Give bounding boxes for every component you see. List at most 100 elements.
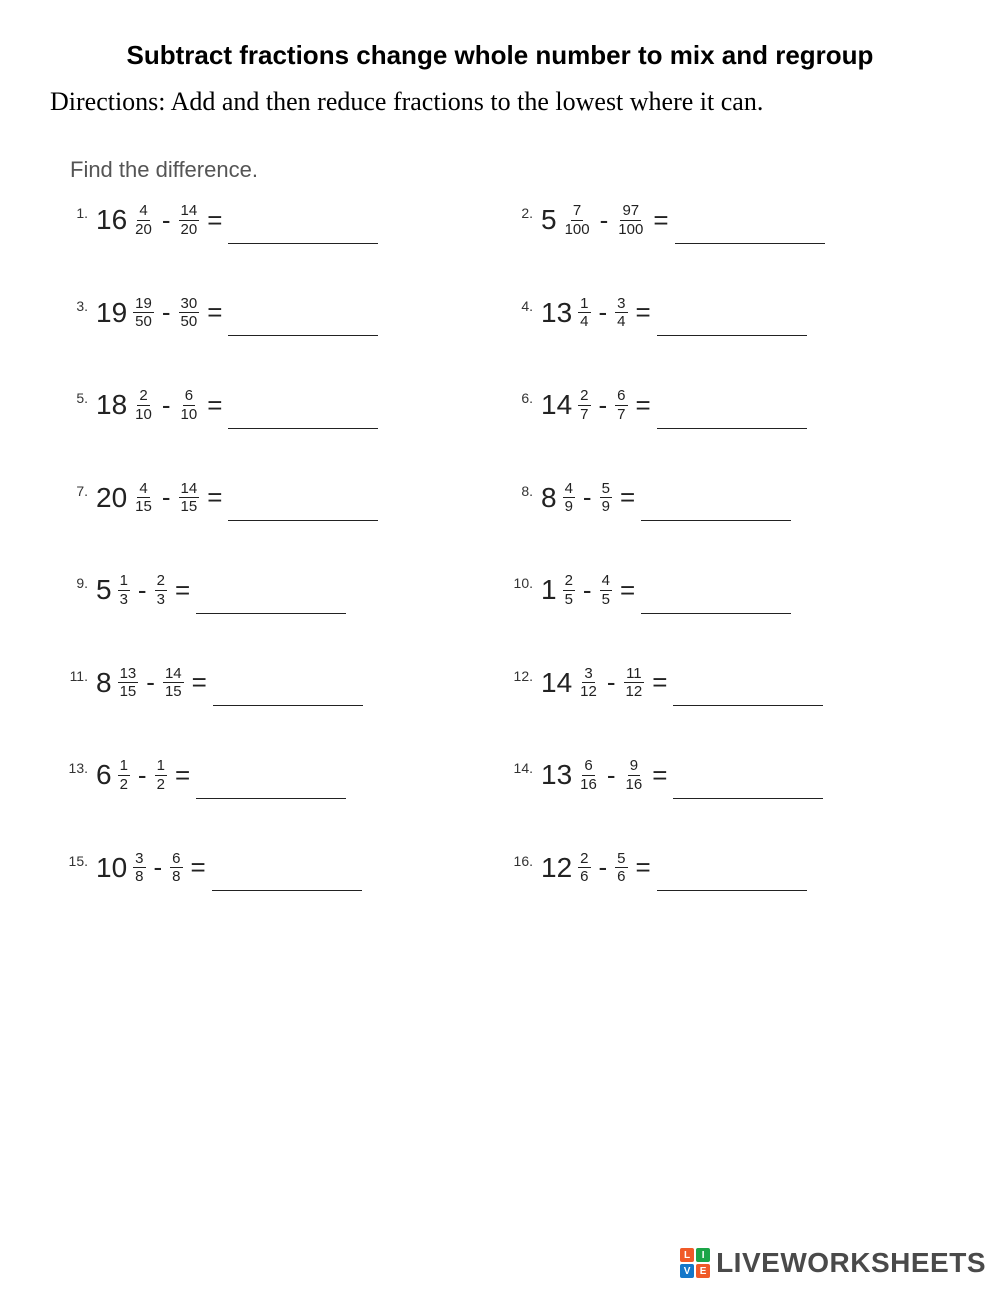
fraction: 210 [133, 388, 154, 423]
equals-sign: = [636, 852, 651, 883]
answer-blank[interactable] [657, 862, 807, 891]
fraction-numerator: 1 [118, 573, 130, 591]
answer-blank[interactable] [675, 215, 825, 244]
fraction: 7100 [563, 203, 592, 238]
whole-number: 8 [541, 482, 557, 514]
fraction: 14 [578, 296, 590, 331]
fraction-denominator: 12 [624, 683, 645, 700]
problem-expression: 125-45= [541, 573, 791, 608]
problem-expression: 16420-1420= [96, 203, 378, 238]
problem-expression: 1314-34= [541, 296, 807, 331]
answer-blank[interactable] [228, 492, 378, 521]
fraction: 12 [118, 758, 130, 793]
problem-row: 3.191950-3050= [60, 296, 495, 331]
watermark-logo-cell: V [680, 1264, 694, 1278]
problem-row: 5.18210-610= [60, 388, 495, 423]
fraction-numerator: 7 [571, 203, 583, 221]
minus-operator: - [138, 760, 147, 791]
whole-number: 20 [96, 482, 127, 514]
answer-blank[interactable] [228, 307, 378, 336]
equals-sign: = [636, 390, 651, 421]
fraction-denominator: 7 [615, 406, 627, 423]
fraction: 13 [118, 573, 130, 608]
fraction-denominator: 100 [563, 221, 592, 238]
fraction-denominator: 16 [578, 776, 599, 793]
fraction-numerator: 3 [582, 666, 594, 684]
problem-number: 7. [60, 481, 88, 499]
answer-blank[interactable] [196, 585, 346, 614]
fraction-numerator: 30 [179, 296, 200, 314]
fraction: 49 [563, 481, 575, 516]
watermark-logo-icon: LIVE [680, 1248, 710, 1278]
problem-expression: 20415-1415= [96, 481, 378, 516]
problem-row: 16.1226-56= [505, 851, 940, 886]
whole-number: 16 [96, 204, 127, 236]
worksheet-page: Subtract fractions change whole number t… [0, 0, 1000, 1291]
problem-expression: 14312-1112= [541, 666, 823, 701]
fraction: 1420 [179, 203, 200, 238]
problem-expression: 612-12= [96, 758, 346, 793]
fraction-numerator: 14 [179, 203, 200, 221]
answer-blank[interactable] [228, 215, 378, 244]
problem-number: 10. [505, 573, 533, 591]
answer-blank[interactable] [641, 585, 791, 614]
fraction-numerator: 1 [118, 758, 130, 776]
fraction: 38 [133, 851, 145, 886]
fraction-numerator: 19 [133, 296, 154, 314]
watermark-logo-cell: E [696, 1264, 710, 1278]
minus-operator: - [599, 852, 608, 883]
fraction-denominator: 7 [578, 406, 590, 423]
answer-blank[interactable] [212, 862, 362, 891]
fraction-numerator: 5 [615, 851, 627, 869]
fraction-denominator: 5 [563, 591, 575, 608]
problem-number: 15. [60, 851, 88, 869]
fraction-numerator: 2 [137, 388, 149, 406]
fraction-denominator: 20 [133, 221, 154, 238]
fraction: 3050 [179, 296, 200, 331]
fraction-denominator: 10 [133, 406, 154, 423]
answer-blank[interactable] [673, 770, 823, 799]
fraction-denominator: 9 [600, 498, 612, 515]
problem-number: 11. [60, 666, 88, 684]
problem-number: 5. [60, 388, 88, 406]
equals-sign: = [192, 667, 207, 698]
equals-sign: = [207, 390, 222, 421]
answer-blank[interactable] [657, 400, 807, 429]
answer-blank[interactable] [196, 770, 346, 799]
fraction-numerator: 2 [155, 573, 167, 591]
answer-blank[interactable] [673, 677, 823, 706]
fraction-numerator: 1 [155, 758, 167, 776]
equals-sign: = [652, 667, 667, 698]
fraction: 67 [615, 388, 627, 423]
answer-blank[interactable] [657, 307, 807, 336]
fraction: 1415 [179, 481, 200, 516]
fraction-denominator: 9 [563, 498, 575, 515]
problem-number: 3. [60, 296, 88, 314]
fraction-numerator: 11 [624, 666, 644, 684]
whole-number: 1 [541, 574, 557, 606]
problem-expression: 1427-67= [541, 388, 807, 423]
fraction-numerator: 6 [582, 758, 594, 776]
minus-operator: - [162, 297, 171, 328]
equals-sign: = [191, 852, 206, 883]
answer-blank[interactable] [213, 677, 363, 706]
whole-number: 5 [541, 204, 557, 236]
fraction-denominator: 50 [133, 313, 154, 330]
fraction-denominator: 10 [179, 406, 200, 423]
equals-sign: = [207, 297, 222, 328]
minus-operator: - [138, 575, 147, 606]
answer-blank[interactable] [641, 492, 791, 521]
problem-row: 11.81315-1415= [60, 666, 495, 701]
equals-sign: = [653, 205, 668, 236]
fraction-denominator: 3 [155, 591, 167, 608]
fraction-denominator: 16 [624, 776, 645, 793]
fraction: 97100 [616, 203, 645, 238]
fraction-denominator: 15 [118, 683, 139, 700]
problem-row: 15.1038-68= [60, 851, 495, 886]
equals-sign: = [175, 575, 190, 606]
fraction: 27 [578, 388, 590, 423]
fraction-numerator: 6 [615, 388, 627, 406]
problem-number: 13. [60, 758, 88, 776]
minus-operator: - [599, 297, 608, 328]
answer-blank[interactable] [228, 400, 378, 429]
